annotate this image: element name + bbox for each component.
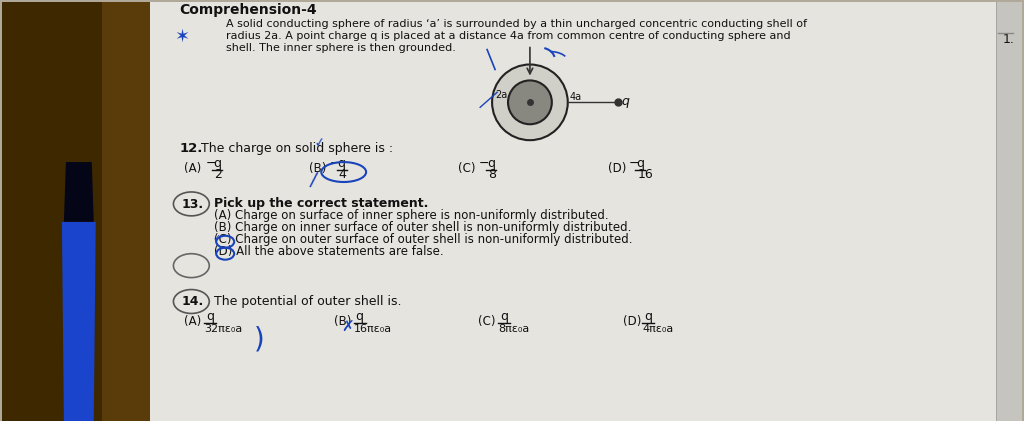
- Polygon shape: [150, 2, 996, 421]
- Text: radius 2a. A point charge q is placed at a distance 4a from common centre of con: radius 2a. A point charge q is placed at…: [226, 31, 791, 40]
- Text: q: q: [355, 310, 364, 323]
- Text: q: q: [644, 310, 652, 323]
- Text: −: −: [479, 157, 489, 170]
- Polygon shape: [101, 2, 150, 421]
- Text: (B): (B): [334, 315, 351, 328]
- Text: (D): (D): [623, 315, 641, 328]
- Text: shell. The inner sphere is then grounded.: shell. The inner sphere is then grounded…: [226, 43, 456, 53]
- Text: (A) Charge on surface of inner sphere is non-uniformly distributed.: (A) Charge on surface of inner sphere is…: [214, 209, 609, 222]
- Polygon shape: [63, 162, 94, 222]
- Text: q: q: [637, 157, 644, 170]
- Text: ✓: ✓: [212, 233, 220, 243]
- Text: q: q: [500, 310, 508, 323]
- Text: ✓: ✓: [313, 136, 326, 150]
- Text: ✗: ✗: [341, 320, 353, 336]
- Circle shape: [508, 80, 552, 124]
- Text: (C) Charge on outer surface of outer shell is non-uniformly distributed.: (C) Charge on outer surface of outer she…: [214, 233, 633, 246]
- Text: (B): (B): [309, 162, 327, 175]
- Text: (B) Charge on inner surface of outer shell is non-uniformly distributed.: (B) Charge on inner surface of outer she…: [214, 221, 632, 234]
- Text: (D) All the above statements are false.: (D) All the above statements are false.: [214, 245, 443, 258]
- Text: 4: 4: [339, 168, 346, 181]
- Text: Pick up the correct statement.: Pick up the correct statement.: [214, 197, 429, 210]
- Text: ✶: ✶: [174, 28, 189, 45]
- Text: 1.: 1.: [1002, 32, 1015, 45]
- Text: 4πε₀a: 4πε₀a: [642, 324, 674, 334]
- Text: (A): (A): [184, 162, 202, 175]
- Text: A solid conducting sphere of radius ‘a’ is surrounded by a thin uncharged concen: A solid conducting sphere of radius ‘a’ …: [226, 19, 807, 29]
- Text: q: q: [213, 157, 221, 170]
- Text: q: q: [338, 157, 346, 170]
- Text: Comprehension-4: Comprehension-4: [179, 3, 317, 17]
- Text: (D): (D): [607, 162, 626, 175]
- Text: /: /: [309, 170, 318, 190]
- Text: 2: 2: [214, 168, 222, 181]
- Text: −: −: [629, 157, 639, 170]
- Text: The charge on solid sphere is :: The charge on solid sphere is :: [202, 142, 393, 155]
- Polygon shape: [61, 222, 96, 421]
- Text: 16πε₀a: 16πε₀a: [353, 324, 392, 334]
- Text: 2a: 2a: [495, 91, 507, 100]
- Text: 8πε₀a: 8πε₀a: [498, 324, 529, 334]
- Circle shape: [493, 64, 567, 140]
- Polygon shape: [996, 2, 1022, 421]
- Text: (C): (C): [478, 315, 496, 328]
- Text: 32πε₀a: 32πε₀a: [205, 324, 243, 334]
- Text: −: −: [330, 157, 340, 170]
- Polygon shape: [2, 2, 150, 421]
- Text: 14.: 14.: [181, 296, 204, 309]
- Text: q: q: [622, 95, 630, 108]
- Text: 16: 16: [638, 168, 653, 181]
- Text: 12.: 12.: [179, 142, 203, 155]
- Text: 4a: 4a: [569, 92, 582, 102]
- Text: ): ): [254, 325, 265, 353]
- Text: (A): (A): [184, 315, 202, 328]
- Text: 13.: 13.: [181, 198, 204, 211]
- Text: (C): (C): [458, 162, 476, 175]
- Text: The potential of outer shell is.: The potential of outer shell is.: [214, 296, 401, 309]
- Text: −: −: [205, 157, 216, 170]
- Text: q: q: [206, 310, 214, 323]
- Text: q: q: [487, 157, 496, 170]
- Text: 8: 8: [488, 168, 496, 181]
